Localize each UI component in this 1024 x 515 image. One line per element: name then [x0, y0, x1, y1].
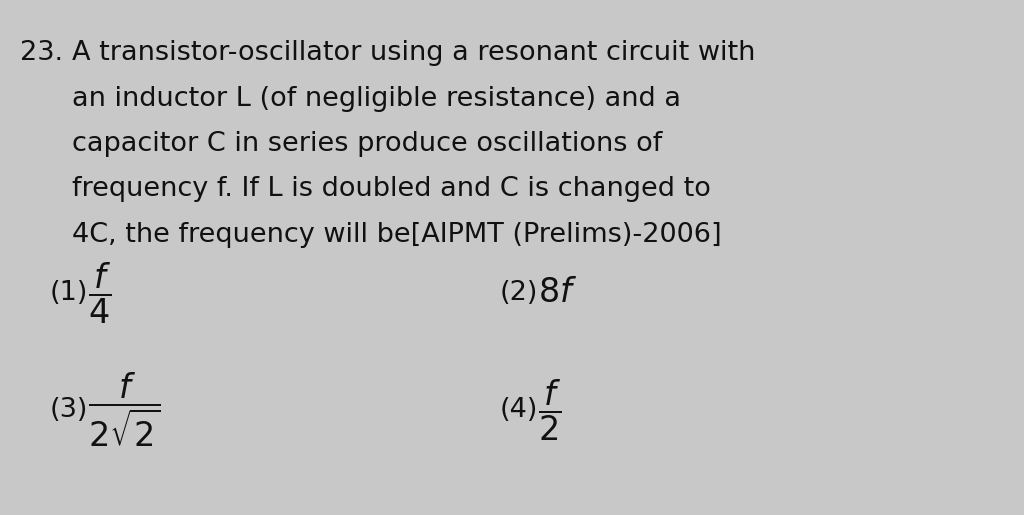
- Text: an inductor L (of negligible resistance) and a: an inductor L (of negligible resistance)…: [72, 85, 681, 112]
- Text: frequency f. If L is doubled and C is changed to: frequency f. If L is doubled and C is ch…: [72, 177, 711, 202]
- Text: A transistor-oscillator using a resonant circuit with: A transistor-oscillator using a resonant…: [72, 40, 756, 66]
- Text: (3): (3): [50, 397, 88, 423]
- Text: 4C, the frequency will be[AIPMT (Prelims)-2006]: 4C, the frequency will be[AIPMT (Prelims…: [72, 222, 722, 248]
- Text: (2): (2): [500, 280, 539, 306]
- Text: capacitor C in series produce oscillations of: capacitor C in series produce oscillatio…: [72, 131, 663, 157]
- Text: 23.: 23.: [20, 40, 63, 66]
- Text: $\dfrac{f}{2}$: $\dfrac{f}{2}$: [538, 377, 561, 443]
- Text: (1): (1): [50, 280, 88, 306]
- Text: $8f$: $8f$: [538, 277, 578, 310]
- Text: $\dfrac{f}{2\sqrt{2}}$: $\dfrac{f}{2\sqrt{2}}$: [88, 371, 161, 449]
- Text: (4): (4): [500, 397, 539, 423]
- Text: $\dfrac{f}{4}$: $\dfrac{f}{4}$: [88, 260, 112, 325]
